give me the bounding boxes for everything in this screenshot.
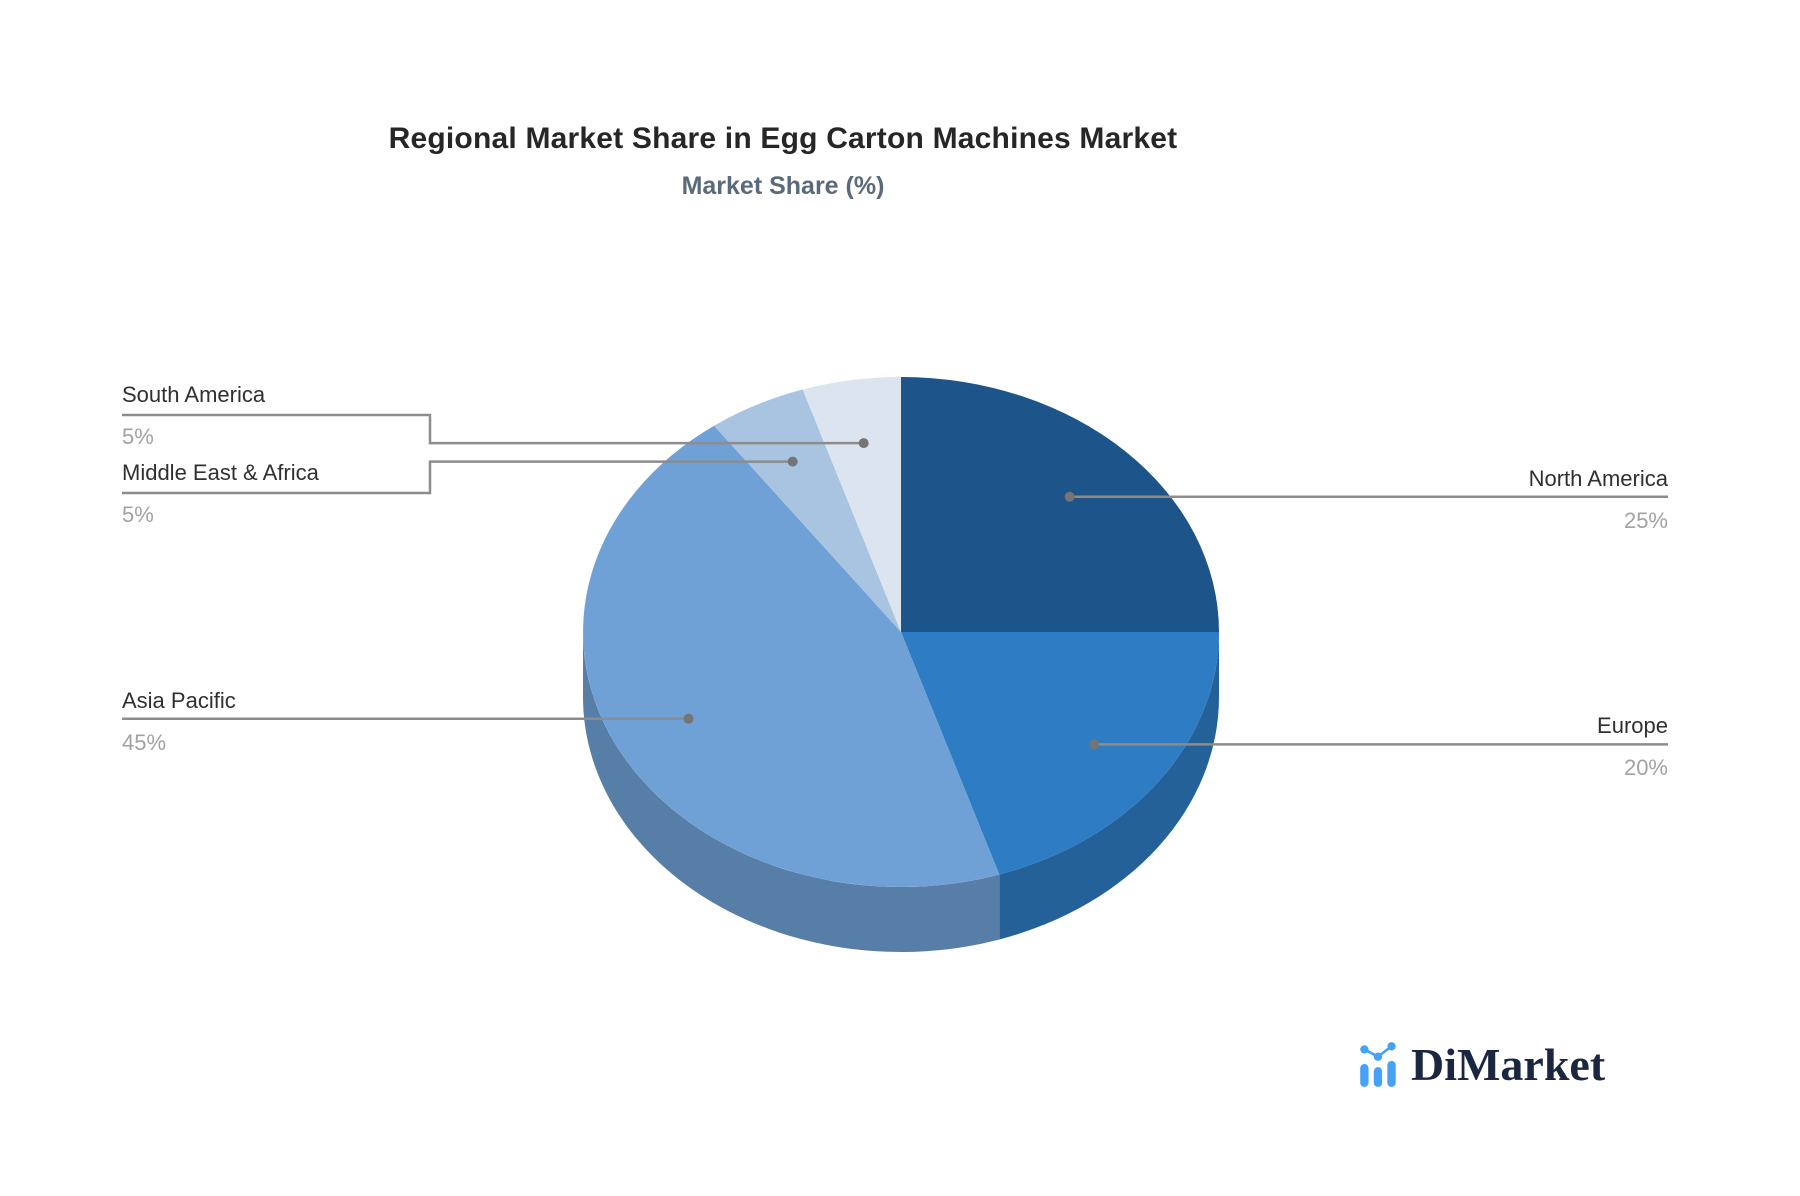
dimarket-logo: DiMarket <box>1360 1039 1606 1090</box>
leader-line-south-america <box>122 413 864 445</box>
pie-slice-north-america[interactable] <box>901 377 1219 632</box>
callout-europe: Europe 20% <box>1597 711 1668 783</box>
callout-south-america: South America 5% <box>122 380 265 452</box>
chart-subtitle: Market Share (%) <box>681 172 885 200</box>
leader-dot-north-america <box>1064 491 1075 502</box>
slice-label: Asia Pacific <box>122 688 236 713</box>
pie-slice-middle-east-africa[interactable] <box>714 389 901 633</box>
pie-side-asia-pacific <box>583 632 1000 952</box>
leader-dot-south-america <box>858 438 869 449</box>
leader-dot-europe <box>1089 739 1099 750</box>
pie-slice-south-america[interactable] <box>802 377 901 632</box>
dimarket-logo-text: DiMarket <box>1411 1039 1606 1090</box>
pie-slice-asia-pacific[interactable] <box>583 425 1000 887</box>
callout-middle-east-africa: Middle East & Africa 5% <box>122 458 319 530</box>
slice-percent: 5% <box>122 424 154 449</box>
slice-percent: 45% <box>122 730 167 755</box>
slice-percent: 25% <box>1623 508 1668 533</box>
pie-side-europe <box>999 632 1219 940</box>
pie-slice-europe[interactable] <box>901 632 1219 875</box>
slice-label: North America <box>1528 466 1668 491</box>
slice-label: South America <box>122 382 266 407</box>
dimarket-logo-icon <box>1360 1042 1396 1087</box>
leader-dot-asia-pacific <box>683 713 694 724</box>
slice-label: Europe <box>1597 713 1668 738</box>
callout-north-america: North America 25% <box>1529 464 1668 536</box>
leader-line-middle-east-africa <box>122 460 793 495</box>
slice-percent: 20% <box>1623 755 1668 780</box>
chart-title: Regional Market Share in Egg Carton Mach… <box>388 122 1178 155</box>
slice-percent: 5% <box>122 502 154 527</box>
callout-asia-pacific: Asia Pacific 45% <box>122 686 236 758</box>
slice-label: Middle East & Africa <box>122 460 319 485</box>
leader-dot-middle-east-africa <box>787 456 798 467</box>
